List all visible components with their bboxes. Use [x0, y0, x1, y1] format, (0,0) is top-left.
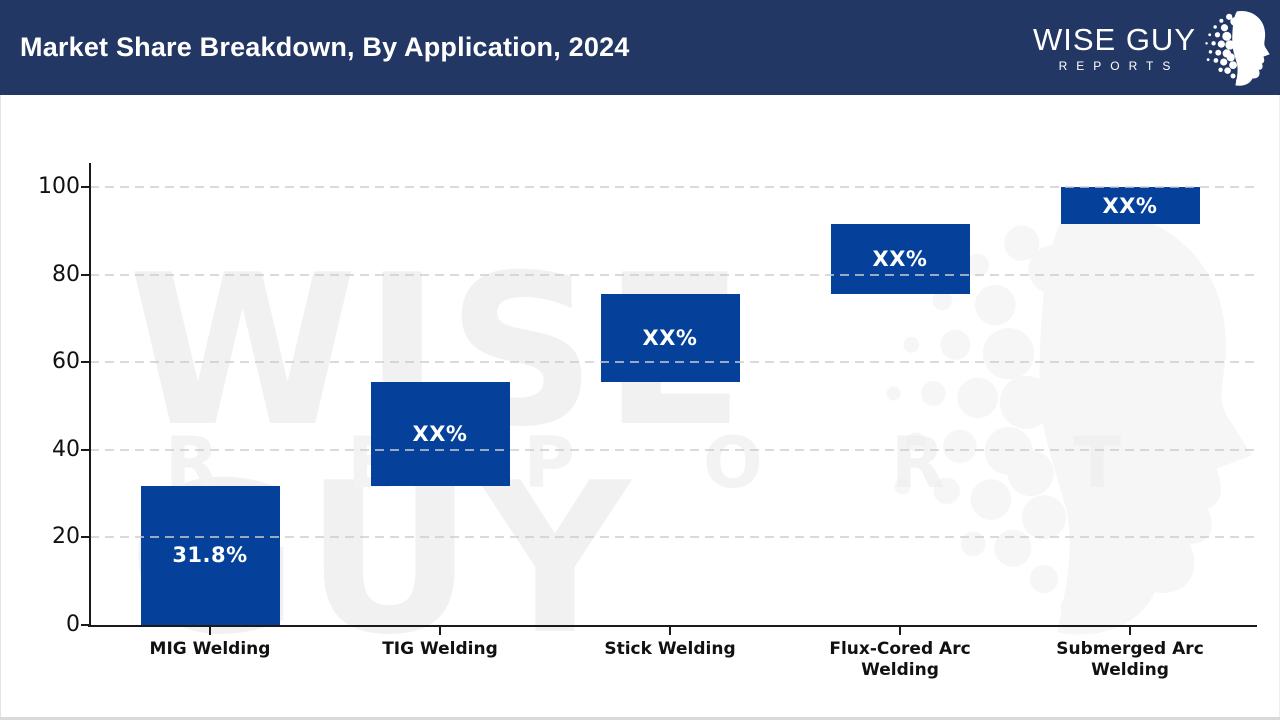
y-axis-line: [89, 163, 91, 627]
y-tick: [81, 186, 89, 188]
gridline: [90, 273, 1255, 276]
wise-guy-reports-logo: WISE GUY REPORTS: [1033, 4, 1272, 92]
gridline: [90, 186, 1255, 188]
bar: XX%: [830, 224, 970, 294]
logo-subtitle: REPORTS: [1058, 58, 1180, 73]
gridline: [90, 448, 1255, 451]
y-tick: [81, 273, 89, 276]
gridline: [90, 536, 1255, 539]
x-category-label: TIG Welding: [382, 639, 498, 659]
x-tick: [439, 627, 441, 635]
x-tick: [899, 627, 901, 635]
bar-value-label: 31.8%: [172, 543, 248, 568]
bar-value-label: XX%: [872, 247, 928, 272]
page-title: Market Share Breakdown, By Application, …: [20, 32, 630, 62]
bar-value-label: XX%: [412, 421, 468, 446]
x-category-label: Stick Welding: [604, 639, 736, 659]
y-tick-label: 0: [66, 612, 80, 637]
y-tick-label: 40: [52, 436, 80, 462]
logo-text: WISE GUY REPORTS: [1033, 24, 1196, 72]
x-tick: [1129, 627, 1131, 635]
y-tick-label: 100: [38, 174, 80, 199]
bar: 31.8%: [140, 485, 280, 625]
bar: XX%: [370, 381, 510, 486]
dotted-head-icon: [1205, 10, 1270, 86]
x-category-label: MIG Welding: [149, 639, 271, 659]
x-category-label: Submerged Arc Welding: [1056, 639, 1204, 681]
y-tick-label: 20: [52, 524, 80, 550]
y-tick: [81, 361, 89, 364]
logo-wordmark: WISE GUY: [1032, 21, 1196, 57]
y-tick: [81, 624, 89, 626]
x-axis-line: [88, 625, 1257, 627]
x-category-label: Flux-Cored Arc Welding: [829, 639, 971, 681]
y-tick: [81, 536, 89, 539]
bar-value-label: XX%: [1102, 193, 1158, 218]
y-tick-label: 60: [52, 349, 80, 375]
y-tick: [81, 448, 89, 451]
bar: XX%: [1060, 187, 1200, 225]
header-bar: Market Share Breakdown, By Application, …: [0, 0, 1280, 95]
y-tick-label: 80: [52, 261, 80, 287]
x-tick: [209, 627, 211, 635]
x-tick: [669, 627, 671, 635]
bar: XX%: [600, 293, 740, 382]
gridline: [90, 361, 1255, 364]
bar-value-label: XX%: [642, 325, 698, 350]
